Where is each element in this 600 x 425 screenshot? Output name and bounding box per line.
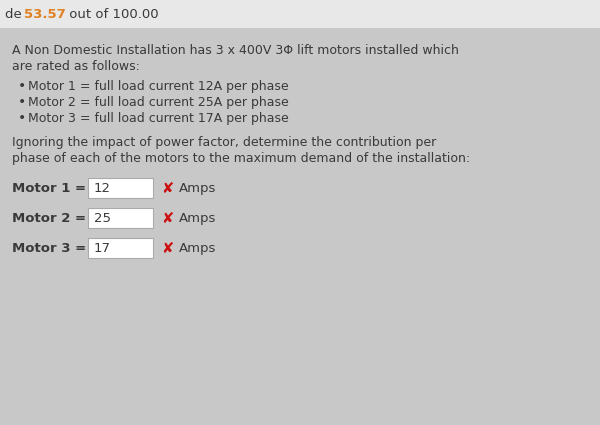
FancyBboxPatch shape <box>88 178 153 198</box>
Text: ✘: ✘ <box>161 181 173 196</box>
Text: •: • <box>18 79 26 93</box>
Text: ✘: ✘ <box>161 210 173 226</box>
FancyBboxPatch shape <box>88 238 153 258</box>
Text: Motor 1 =: Motor 1 = <box>12 181 86 195</box>
Text: 12: 12 <box>94 181 111 195</box>
Text: out of 100.00: out of 100.00 <box>65 8 158 20</box>
Text: Motor 3 = full load current 17A per phase: Motor 3 = full load current 17A per phas… <box>28 111 289 125</box>
Text: 25: 25 <box>94 212 111 224</box>
Text: 17: 17 <box>94 241 111 255</box>
Text: Motor 1 = full load current 12A per phase: Motor 1 = full load current 12A per phas… <box>28 79 289 93</box>
Bar <box>0 0 600 28</box>
Text: are rated as follows:: are rated as follows: <box>12 60 140 73</box>
Text: A Non Domestic Installation has 3 x 400V 3Φ lift motors installed which: A Non Domestic Installation has 3 x 400V… <box>12 43 459 57</box>
Text: Ignoring the impact of power factor, determine the contribution per: Ignoring the impact of power factor, det… <box>12 136 436 148</box>
Text: phase of each of the motors to the maximum demand of the installation:: phase of each of the motors to the maxim… <box>12 151 470 164</box>
Text: Motor 2 =: Motor 2 = <box>12 212 86 224</box>
Text: Amps: Amps <box>179 181 217 195</box>
Text: Motor 3 =: Motor 3 = <box>12 241 86 255</box>
Text: •: • <box>18 95 26 109</box>
Text: Amps: Amps <box>179 241 217 255</box>
Text: Amps: Amps <box>179 212 217 224</box>
Text: •: • <box>18 111 26 125</box>
Text: 53.57: 53.57 <box>24 8 66 20</box>
FancyBboxPatch shape <box>88 208 153 228</box>
Text: Motor 2 = full load current 25A per phase: Motor 2 = full load current 25A per phas… <box>28 96 289 108</box>
Text: ✘: ✘ <box>161 241 173 255</box>
Text: de: de <box>5 8 30 20</box>
